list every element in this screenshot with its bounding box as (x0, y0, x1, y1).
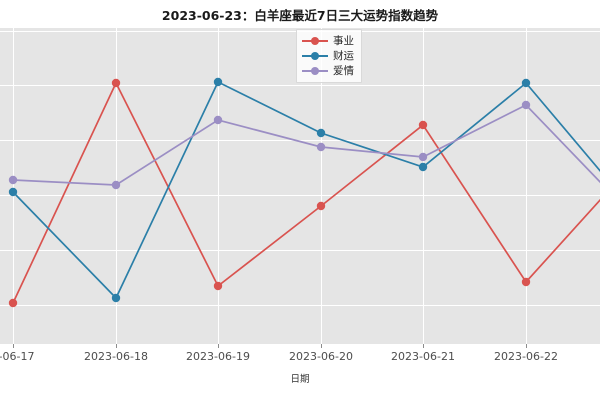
gridline-horizontal-4 (0, 250, 600, 251)
gridline-vertical-5 (526, 28, 527, 344)
x-axis-title: 日期 (290, 374, 310, 385)
legend-item-love[interactable]: 爱情 (302, 63, 354, 78)
legend-item-wealth[interactable]: 财运 (302, 48, 354, 63)
x-tick-label-4: 2023-06-21 (391, 350, 455, 363)
x-tick-1 (116, 344, 117, 348)
gridline-vertical-2 (218, 28, 219, 344)
gridline-vertical-3 (321, 28, 322, 344)
data-point-财运-2[interactable] (213, 77, 223, 87)
x-tick-3 (321, 344, 322, 348)
x-tick-2 (218, 344, 219, 348)
data-point-财运-1[interactable] (111, 293, 121, 303)
data-point-爱情-5[interactable] (521, 100, 531, 110)
data-point-财运-3[interactable] (316, 128, 326, 138)
data-point-爱情-0[interactable] (8, 175, 18, 185)
series-layer (8, 77, 600, 308)
gridline-horizontal-1 (0, 85, 600, 86)
data-point-事业-2[interactable] (213, 281, 223, 291)
x-tick-label-5: 2023-06-22 (494, 350, 558, 363)
data-point-财运-4[interactable] (418, 162, 428, 172)
legend-item-career[interactable]: 事业 (302, 33, 354, 48)
x-tick-label-2: 2023-06-19 (186, 350, 250, 363)
line-marker-icon (302, 35, 328, 47)
legend-label-career: 事业 (333, 35, 354, 47)
x-tick-label-1: 2023-06-18 (84, 350, 148, 363)
line-marker-icon (302, 65, 328, 77)
x-tick-4 (423, 344, 424, 348)
data-point-爱情-2[interactable] (213, 115, 223, 125)
x-tick-label-3: 2023-06-20 (289, 350, 353, 363)
x-tick-label-0: 3-06-17 (0, 350, 35, 363)
gridline-vertical-4 (423, 28, 424, 344)
data-point-财运-5[interactable] (521, 78, 531, 88)
legend: 事业 财运 爱情 (296, 29, 362, 83)
chart-title: 2023-06-23：白羊座最近7日三大运势指数趋势 (161, 8, 439, 23)
legend-label-wealth: 财运 (333, 50, 354, 62)
x-tick-0 (13, 344, 14, 348)
legend-label-love: 爱情 (333, 65, 354, 77)
data-point-财运-0[interactable] (8, 187, 18, 197)
data-point-事业-5[interactable] (521, 277, 531, 287)
gridline-horizontal-5 (0, 305, 600, 306)
x-tick-5 (526, 344, 527, 348)
gridline-horizontal-3 (0, 195, 600, 196)
line-marker-icon (302, 50, 328, 62)
gridline-vertical-0 (13, 28, 14, 344)
data-point-爱情-4[interactable] (418, 152, 428, 162)
data-point-事业-0[interactable] (8, 298, 18, 308)
data-point-爱情-3[interactable] (316, 142, 326, 152)
data-point-爱情-1[interactable] (111, 180, 121, 190)
series-line-爱情 (12, 103, 600, 186)
data-point-事业-4[interactable] (418, 120, 428, 130)
gridline-horizontal-2 (0, 140, 600, 141)
data-point-事业-1[interactable] (111, 78, 121, 88)
data-point-事业-3[interactable] (316, 201, 326, 211)
series-line-事业 (12, 81, 600, 304)
